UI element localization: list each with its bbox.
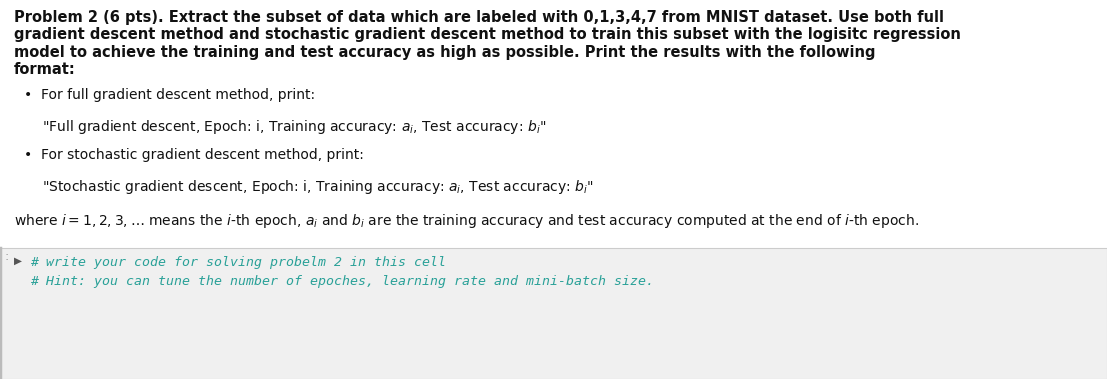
Text: gradient descent method and stochastic gradient descent method to train this sub: gradient descent method and stochastic g…: [14, 28, 961, 42]
Text: •  For stochastic gradient descent method, print:: • For stochastic gradient descent method…: [24, 148, 364, 162]
Text: format:: format:: [14, 63, 75, 77]
Text: "Stochastic gradient descent, Epoch: i, Training accuracy: $a_i$, Test accuracy:: "Stochastic gradient descent, Epoch: i, …: [42, 178, 593, 196]
Text: ▶: ▶: [14, 256, 22, 266]
Text: •  For full gradient descent method, print:: • For full gradient descent method, prin…: [24, 88, 315, 102]
Text: # write your code for solving probelm 2 in this cell: # write your code for solving probelm 2 …: [30, 256, 446, 269]
Text: "Full gradient descent, Epoch: i, Training accuracy: $a_i$, Test accuracy: $b_i$: "Full gradient descent, Epoch: i, Traini…: [42, 118, 546, 136]
Text: model to achieve the training and test accuracy as high as possible. Print the r: model to achieve the training and test a…: [14, 45, 876, 60]
Text: # Hint: you can tune the number of epoches, learning rate and mini-batch size.: # Hint: you can tune the number of epoch…: [30, 275, 654, 288]
FancyBboxPatch shape: [0, 248, 1107, 379]
Text: :: :: [4, 250, 8, 263]
Text: where $i = 1, 2, 3, \ldots$ means the $i$-th epoch, $a_i$ and $b_i$ are the trai: where $i = 1, 2, 3, \ldots$ means the $i…: [14, 212, 919, 230]
Text: Problem 2 (6 pts). Extract the subset of data which are labeled with 0,1,3,4,7 f: Problem 2 (6 pts). Extract the subset of…: [14, 10, 944, 25]
